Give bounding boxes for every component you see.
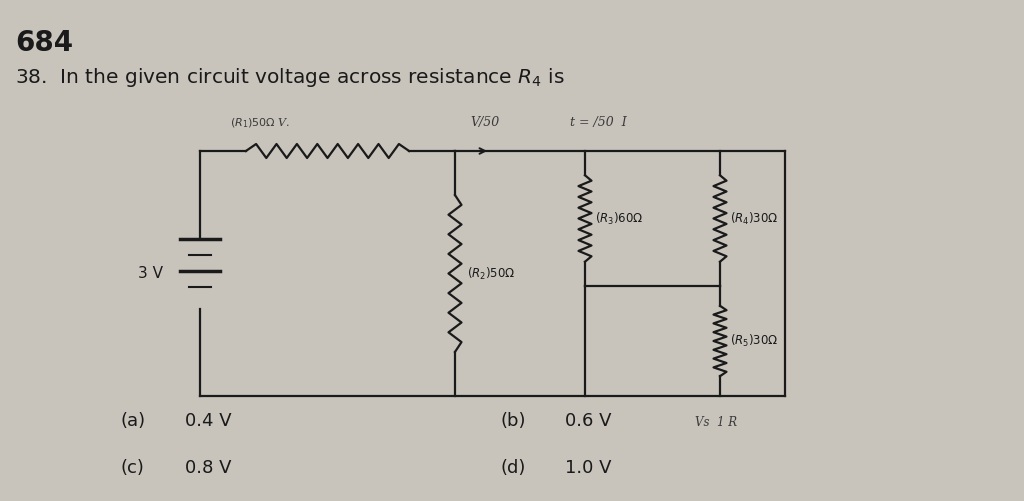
Text: 0.8 V: 0.8 V (185, 459, 231, 477)
Text: $(R_1)50\Omega$ V.: $(R_1)50\Omega$ V. (230, 116, 291, 130)
Text: $(R_5)30\Omega$: $(R_5)30\Omega$ (730, 333, 778, 349)
Text: t = /50  I: t = /50 I (570, 116, 627, 129)
Text: 38.  In the given circuit voltage across resistance $R_4$ is: 38. In the given circuit voltage across … (15, 66, 564, 89)
Text: (d): (d) (500, 459, 525, 477)
Text: 0.4 V: 0.4 V (185, 412, 231, 430)
Text: $(R_2)50\Omega$: $(R_2)50\Omega$ (467, 266, 515, 282)
Text: Vs  1 R: Vs 1 R (695, 416, 737, 429)
Text: V/50: V/50 (470, 116, 500, 129)
Text: 0.6 V: 0.6 V (565, 412, 611, 430)
Text: (a): (a) (120, 412, 145, 430)
Text: 684: 684 (15, 29, 73, 57)
Text: (c): (c) (120, 459, 144, 477)
Text: 3 V: 3 V (137, 266, 163, 281)
Text: $(R_3)60\Omega$: $(R_3)60\Omega$ (595, 210, 643, 226)
Text: 1.0 V: 1.0 V (565, 459, 611, 477)
Text: (b): (b) (500, 412, 525, 430)
Text: $(R_4)30\Omega$: $(R_4)30\Omega$ (730, 210, 778, 226)
